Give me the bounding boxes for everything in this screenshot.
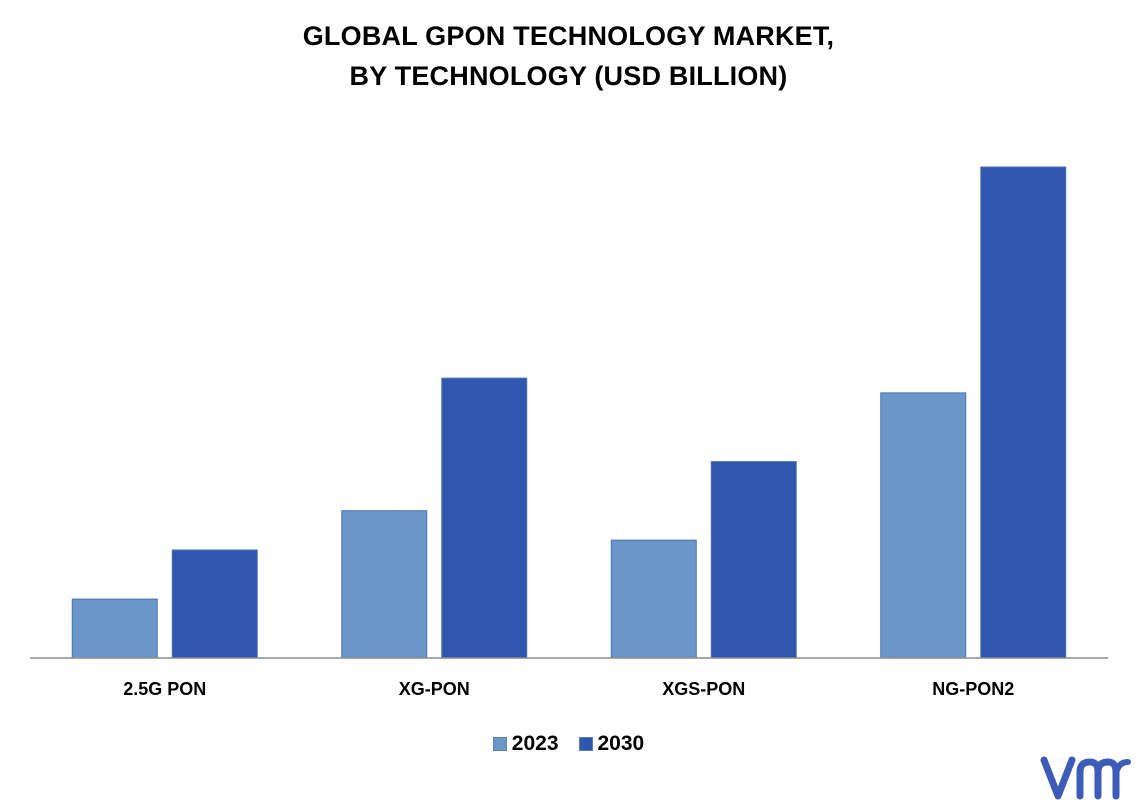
legend-item-2023: 2023 xyxy=(492,732,559,756)
chart-legend: 2023 2030 xyxy=(0,732,1137,756)
chart-title-line-1: GLOBAL GPON TECHNOLOGY MARKET, xyxy=(302,21,835,51)
chart-title-line-2: BY TECHNOLOGY (USD BILLION) xyxy=(349,61,788,91)
bar-2023-ng-pon2 xyxy=(880,392,967,659)
x-tick-label: 2.5G PON xyxy=(123,679,206,699)
x-tick-label: XGS-PON xyxy=(662,679,745,699)
bar-2023-xgs-pon xyxy=(610,539,697,659)
chart-title: GLOBAL GPON TECHNOLOGY MARKET, BY TECHNO… xyxy=(0,16,1137,96)
bar-2030-ng-pon2 xyxy=(980,166,1067,659)
vmr-logo-icon xyxy=(1040,756,1131,800)
x-tick-label: XG-PON xyxy=(399,679,470,699)
bar-2030-2-5g-pon xyxy=(171,549,258,659)
x-tick-label: NG-PON2 xyxy=(932,679,1014,699)
legend-item-2030: 2030 xyxy=(578,732,645,756)
legend-label-2023: 2023 xyxy=(511,732,559,755)
legend-label-2030: 2030 xyxy=(597,732,645,755)
legend-swatch-2023 xyxy=(492,737,507,751)
bar-2023-xg-pon xyxy=(341,510,428,659)
legend-swatch-2030 xyxy=(578,737,593,751)
bar-2023-2-5g-pon xyxy=(71,598,158,659)
bar-2030-xg-pon xyxy=(441,377,528,659)
bar-2030-xgs-pon xyxy=(710,461,797,659)
